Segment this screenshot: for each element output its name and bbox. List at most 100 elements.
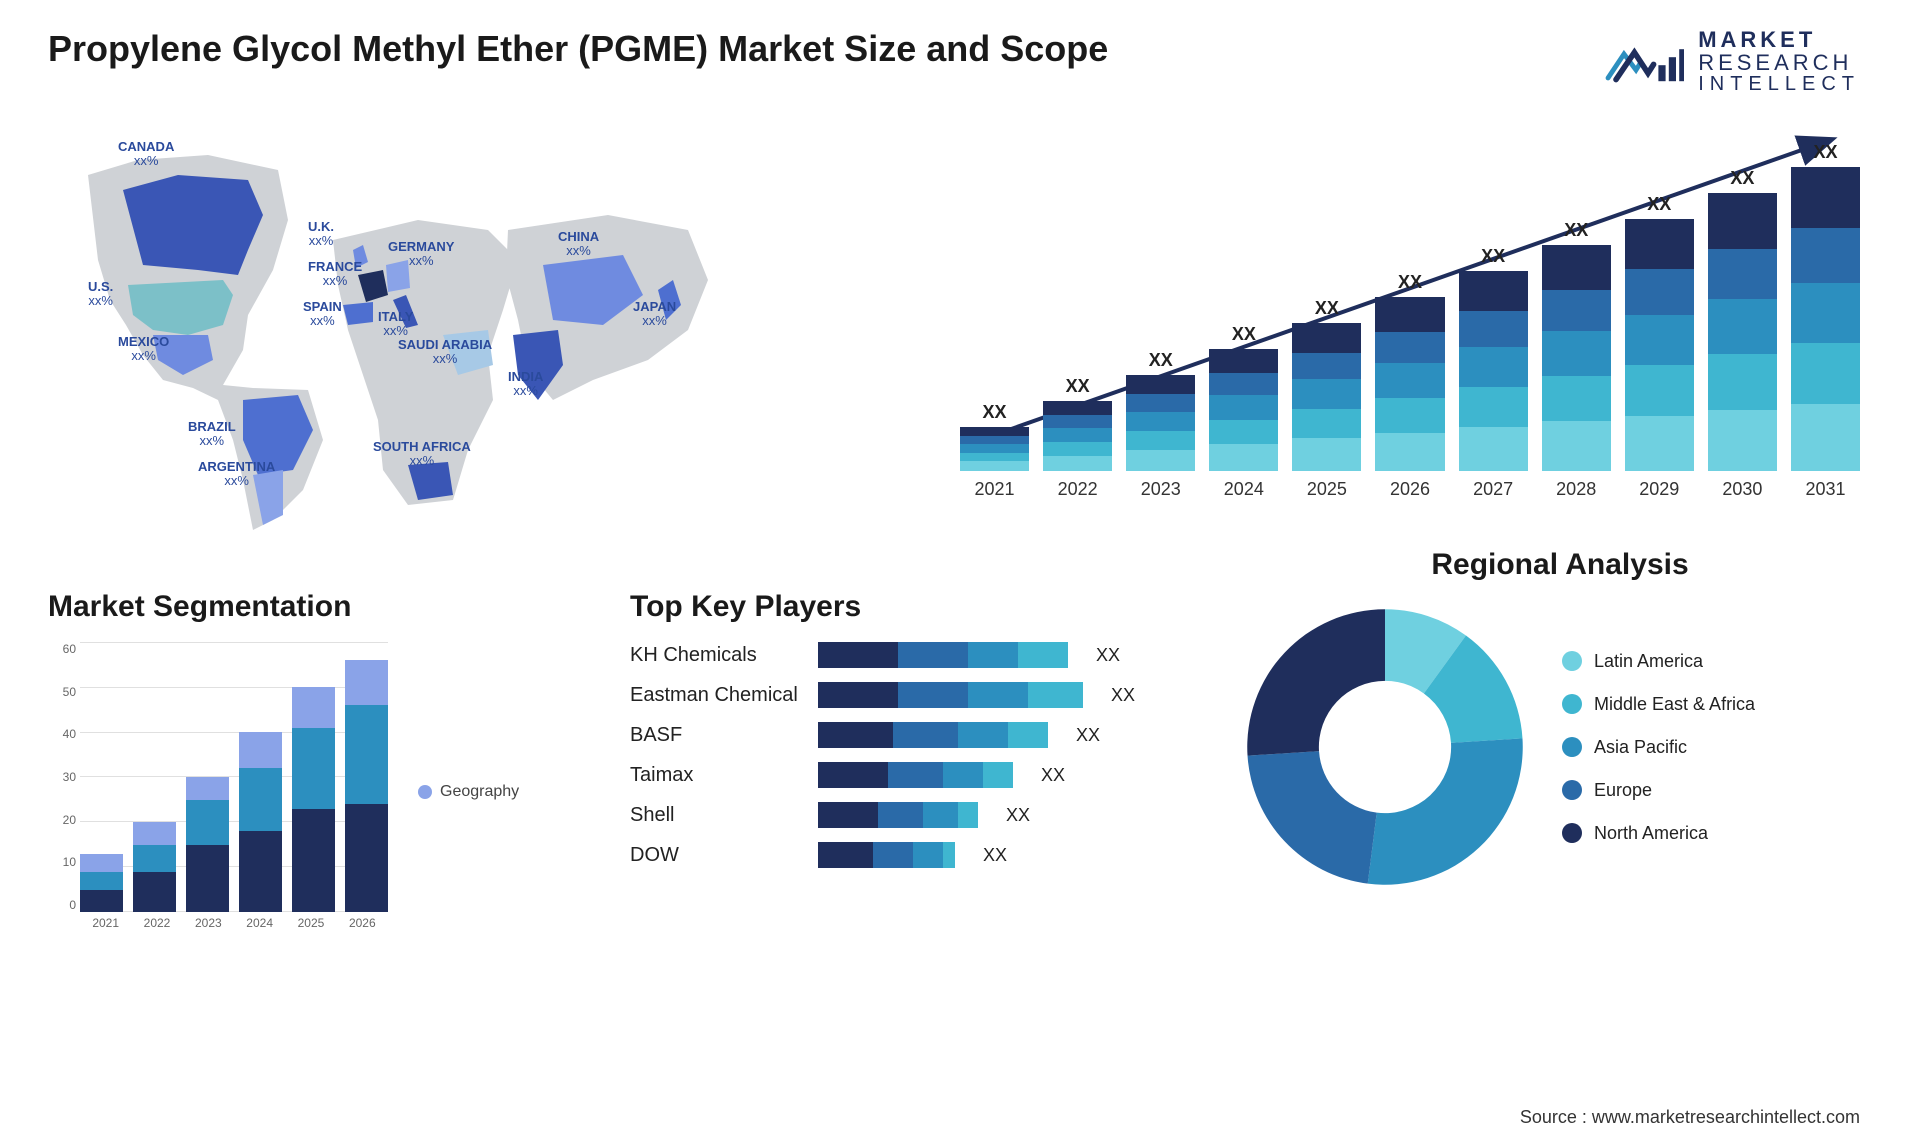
main-chart-year-label: 2025 xyxy=(1307,479,1347,500)
seg-chart-bar-2022 xyxy=(133,822,176,912)
map-label-france: FRANCExx% xyxy=(308,260,362,289)
map-label-china: CHINAxx% xyxy=(558,230,599,259)
map-country-spain xyxy=(343,302,373,325)
main-chart-bar-2029: XX2029 xyxy=(1625,194,1694,500)
segmentation-title: Market Segmentation xyxy=(48,590,568,624)
market-size-chart: XX2021XX2022XX2023XX2024XX2025XX2026XX20… xyxy=(960,120,1860,540)
key-players-section: Top Key Players KH ChemicalsXXEastman Ch… xyxy=(630,590,1180,882)
seg-chart-year-label: 2022 xyxy=(144,916,171,942)
logo-text-1: MARKET xyxy=(1698,28,1860,51)
main-chart-bar-2027: XX2027 xyxy=(1459,246,1528,500)
seg-chart-bar-2023 xyxy=(186,777,229,912)
legend-dot-icon xyxy=(1562,737,1582,757)
map-label-spain: SPAINxx% xyxy=(303,300,342,329)
page-title: Propylene Glycol Methyl Ether (PGME) Mar… xyxy=(48,28,1108,70)
regional-legend-item: North America xyxy=(1562,823,1755,844)
key-player-bar xyxy=(818,802,978,828)
main-chart-value-label: XX xyxy=(1730,168,1754,189)
main-chart-year-label: 2031 xyxy=(1805,479,1845,500)
key-player-value: XX xyxy=(1111,685,1135,706)
map-label-italy: ITALYxx% xyxy=(378,310,413,339)
main-chart-value-label: XX xyxy=(1564,220,1588,241)
main-chart-bar-2028: XX 2028 xyxy=(1542,220,1611,500)
main-chart-year-label: 2027 xyxy=(1473,479,1513,500)
segmentation-legend: Geography xyxy=(418,783,519,801)
segmentation-chart: 6050403020100 202120222023202420252026 G… xyxy=(48,642,388,942)
regional-legend: Latin America Middle East & Africa Asia Pa… xyxy=(1562,651,1755,844)
main-chart-value-label: XX xyxy=(1813,142,1837,163)
seg-chart-year-label: 2023 xyxy=(195,916,222,942)
main-chart-year-label: 2026 xyxy=(1390,479,1430,500)
map-label-us: U.S.xx% xyxy=(88,280,113,309)
key-player-row: Taimax XX xyxy=(630,762,1180,788)
main-chart-value-label: XX xyxy=(1647,194,1671,215)
regional-legend-label: Middle East & Africa xyxy=(1594,694,1755,715)
legend-dot-icon xyxy=(1562,651,1582,671)
regional-legend-label: Latin America xyxy=(1594,651,1703,672)
main-chart-bar-2030: XX 2030 xyxy=(1708,168,1777,500)
key-player-row: Eastman Chemical XX xyxy=(630,682,1180,708)
regional-legend-label: Asia Pacific xyxy=(1594,737,1687,758)
main-chart-value-label: XX xyxy=(1232,324,1256,345)
map-label-germany: GERMANYxx% xyxy=(388,240,454,269)
seg-chart-year-label: 2025 xyxy=(298,916,325,942)
key-player-name: Taimax xyxy=(630,764,800,787)
seg-chart-bar-2021 xyxy=(80,854,123,913)
legend-dot-icon xyxy=(1562,780,1582,800)
donut-slice-north-america xyxy=(1247,609,1385,755)
key-player-bar xyxy=(818,842,955,868)
main-chart-bar-2025: XX2025 xyxy=(1292,298,1361,500)
regional-title: Regional Analysis xyxy=(1240,548,1880,582)
map-label-uk: U.K.xx% xyxy=(308,220,334,249)
regional-legend-item: Europe xyxy=(1562,780,1755,801)
main-chart-year-label: 2028 xyxy=(1556,479,1596,500)
main-chart-year-label: 2023 xyxy=(1141,479,1181,500)
key-player-value: XX xyxy=(1041,765,1065,786)
main-chart-bar-2024: XX 2024 xyxy=(1209,324,1278,500)
key-player-value: XX xyxy=(1006,805,1030,826)
regional-legend-item: Middle East & Africa xyxy=(1562,694,1755,715)
main-chart-year-label: 2030 xyxy=(1722,479,1762,500)
key-player-name: Eastman Chemical xyxy=(630,684,800,707)
key-player-bar xyxy=(818,642,1068,668)
key-player-name: KH Chemicals xyxy=(630,644,800,667)
map-label-saudiarabia: SAUDI ARABIAxx% xyxy=(398,338,492,367)
main-chart-bar-2023: XX2023 xyxy=(1126,350,1195,500)
key-player-row: KH ChemicalsXX xyxy=(630,642,1180,668)
main-chart-year-label: 2021 xyxy=(975,479,1015,500)
legend-dot-icon xyxy=(1562,823,1582,843)
main-chart-year-label: 2024 xyxy=(1224,479,1264,500)
seg-chart-year-label: 2021 xyxy=(92,916,119,942)
main-chart-value-label: XX xyxy=(1398,272,1422,293)
brand-logo: MARKET RESEARCH INTELLECT xyxy=(1604,28,1860,95)
key-player-value: XX xyxy=(1076,725,1100,746)
world-map: CANADAxx%U.S.xx%MEXICOxx%BRAZILxx%ARGENT… xyxy=(48,120,768,540)
main-chart-bar-2021: XX2021 xyxy=(960,402,1029,500)
main-chart-bar-2022: XX 2022 xyxy=(1043,376,1112,500)
map-label-canada: CANADAxx% xyxy=(118,140,174,169)
key-player-bar xyxy=(818,762,1013,788)
regional-legend-item: Latin America xyxy=(1562,651,1755,672)
donut-slice-europe xyxy=(1248,751,1377,884)
legend-dot-icon xyxy=(1562,694,1582,714)
seg-chart-year-label: 2024 xyxy=(246,916,273,942)
key-player-name: BASF xyxy=(630,724,800,747)
map-label-india: INDIAxx% xyxy=(508,370,543,399)
main-chart-bar-2031: XX 2031 xyxy=(1791,142,1860,500)
regional-donut-chart xyxy=(1240,602,1530,892)
key-player-row: DOWXX xyxy=(630,842,1180,868)
map-label-japan: JAPANxx% xyxy=(633,300,676,329)
key-player-bar xyxy=(818,682,1083,708)
logo-text-2: RESEARCH xyxy=(1698,51,1860,74)
legend-dot-icon xyxy=(418,785,432,799)
main-chart-year-label: 2022 xyxy=(1058,479,1098,500)
main-chart-value-label: XX xyxy=(1066,376,1090,397)
regional-legend-label: North America xyxy=(1594,823,1708,844)
donut-slice-asia-pacific xyxy=(1368,738,1523,884)
map-country-canada xyxy=(123,175,263,275)
seg-chart-bar-2025 xyxy=(292,687,335,912)
source-attribution: Source : www.marketresearchintellect.com xyxy=(1520,1107,1860,1128)
key-players-title: Top Key Players xyxy=(630,590,1180,624)
key-player-row: ShellXX xyxy=(630,802,1180,828)
main-chart-bar-2026: XX 2026 xyxy=(1375,272,1444,500)
